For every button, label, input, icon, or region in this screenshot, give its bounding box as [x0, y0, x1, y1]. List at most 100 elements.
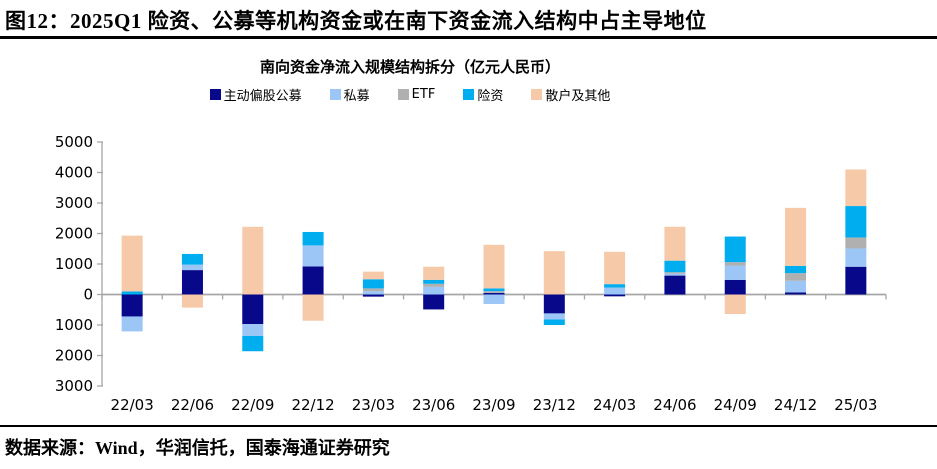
bar-segment [604, 251, 626, 285]
x-axis-label: 23/03 [352, 396, 395, 414]
legend-item: 散户及其他 [531, 85, 610, 104]
x-axis-label: 24/03 [593, 396, 636, 414]
bar-segment [242, 294, 264, 325]
legend-label: 散户及其他 [545, 89, 611, 104]
bar-segment [181, 253, 203, 265]
bar-segment [242, 335, 264, 352]
y-tick-label: 0 [83, 286, 93, 304]
bar-segment [664, 273, 686, 276]
x-axis-label: 22/03 [111, 396, 154, 414]
bar-segment [664, 275, 686, 295]
x-axis-label: 22/06 [171, 396, 214, 414]
bar-segment [423, 283, 445, 287]
x-axis-label: 23/12 [533, 396, 576, 414]
legend-swatch-icon [329, 89, 341, 100]
bar-segment [483, 294, 505, 304]
legend-item: 私募 [329, 85, 370, 104]
y-tick-label: 1000 [55, 255, 93, 273]
bar-segment [724, 265, 746, 280]
x-axis-label: 22/09 [231, 396, 274, 414]
bar-segment [604, 294, 626, 297]
bar-segment [302, 245, 324, 267]
x-axis-label: 22/12 [291, 396, 334, 414]
bar-segment [543, 319, 565, 325]
bar-segment [785, 292, 807, 295]
bar-segment [121, 235, 143, 292]
legend-item: ETF [397, 87, 436, 102]
legend-item: 险资 [463, 85, 503, 104]
y-tick-label: 2000 [55, 225, 93, 243]
legend-label: 险资 [477, 89, 504, 104]
bar-segment [362, 291, 384, 295]
y-tick-label: -1000 [55, 316, 93, 334]
bar-segment [302, 266, 324, 295]
legend-label: 主动偏股公募 [223, 89, 302, 104]
y-tick-label: -3000 [55, 377, 93, 395]
bar-segment [181, 294, 203, 308]
bar-segment [483, 288, 505, 292]
bar-segment [664, 260, 686, 273]
bar-segment [362, 294, 384, 297]
bar-segment [423, 266, 445, 280]
legend-label: 私募 [343, 89, 370, 104]
bar-segment [362, 288, 384, 292]
x-axis-label: 24/06 [653, 396, 696, 414]
bar-segment [121, 316, 143, 332]
bar-segment [785, 273, 807, 281]
legend-swatch-icon [531, 89, 543, 100]
bar-segment [785, 265, 807, 274]
bar-segment [423, 279, 445, 284]
figure-header: 图12：2025Q1 险资、公募等机构资金或在南下资金流入结构中占主导地位 [0, 0, 937, 39]
bar-segment [302, 231, 324, 246]
x-axis-label: 23/06 [412, 396, 455, 414]
bar-segment [121, 294, 143, 317]
x-axis-label: 25/03 [834, 396, 877, 414]
legend-item: 主动偏股公募 [209, 85, 302, 104]
y-tick-label: 3000 [55, 194, 93, 212]
bar-segment [785, 280, 807, 293]
figure-footer: 数据来源：Wind，华润信托，国泰海通证券研究 [0, 425, 937, 469]
x-axis-label: 24/12 [774, 396, 817, 414]
bar-segment [543, 313, 565, 320]
bar-segment [362, 279, 384, 289]
bar-segment [785, 207, 807, 266]
bar-segment [423, 294, 445, 310]
bar-segment [604, 284, 626, 288]
x-axis-label: 24/09 [714, 396, 757, 414]
chart-title: 南向资金净流入规模结构拆分（亿元人民币） [259, 58, 560, 76]
legend-label: ETF [411, 87, 436, 102]
bar-segment [242, 226, 264, 295]
bar-segment [845, 206, 867, 238]
bar-segment [483, 244, 505, 289]
bar-segment [423, 286, 445, 295]
bar-segment [302, 294, 324, 321]
bar-segment [483, 292, 505, 295]
bar-segment [121, 291, 143, 295]
bar-segment [724, 279, 746, 295]
page-title: 图12：2025Q1 险资、公募等机构资金或在南下资金流入结构中占主导地位 [5, 9, 707, 33]
legend-swatch-icon [209, 89, 221, 100]
bar-segment [604, 287, 626, 295]
bar-segment [724, 262, 746, 266]
bar-segment [181, 264, 203, 271]
legend-swatch-icon [397, 89, 409, 100]
bar-segment [845, 248, 867, 267]
bar-segment [845, 169, 867, 207]
bar-segment [664, 272, 686, 274]
bar-segment [242, 324, 264, 336]
y-tick-label: 4000 [55, 164, 93, 182]
legend: 主动偏股公募 私募 ETF 险资 散户及其他 [0, 85, 820, 104]
bar-segment [664, 226, 686, 261]
y-tick-label: -2000 [55, 347, 93, 365]
data-source: 数据来源：Wind，华润信托，国泰海通证券研究 [5, 438, 390, 458]
legend-swatch-icon [463, 89, 475, 100]
y-tick-label: 5000 [55, 133, 93, 151]
bar-segment [845, 237, 867, 249]
bar-segment [181, 270, 203, 295]
bar-segment [483, 291, 505, 293]
bar-segment [362, 271, 384, 280]
bar-segment [724, 236, 746, 263]
bar-segment [845, 266, 867, 295]
plot-area: -3000 -2000 -1000 0 1000 2000 3000 4000 5000 22/0… [55, 133, 887, 414]
bar-segment [543, 251, 565, 295]
